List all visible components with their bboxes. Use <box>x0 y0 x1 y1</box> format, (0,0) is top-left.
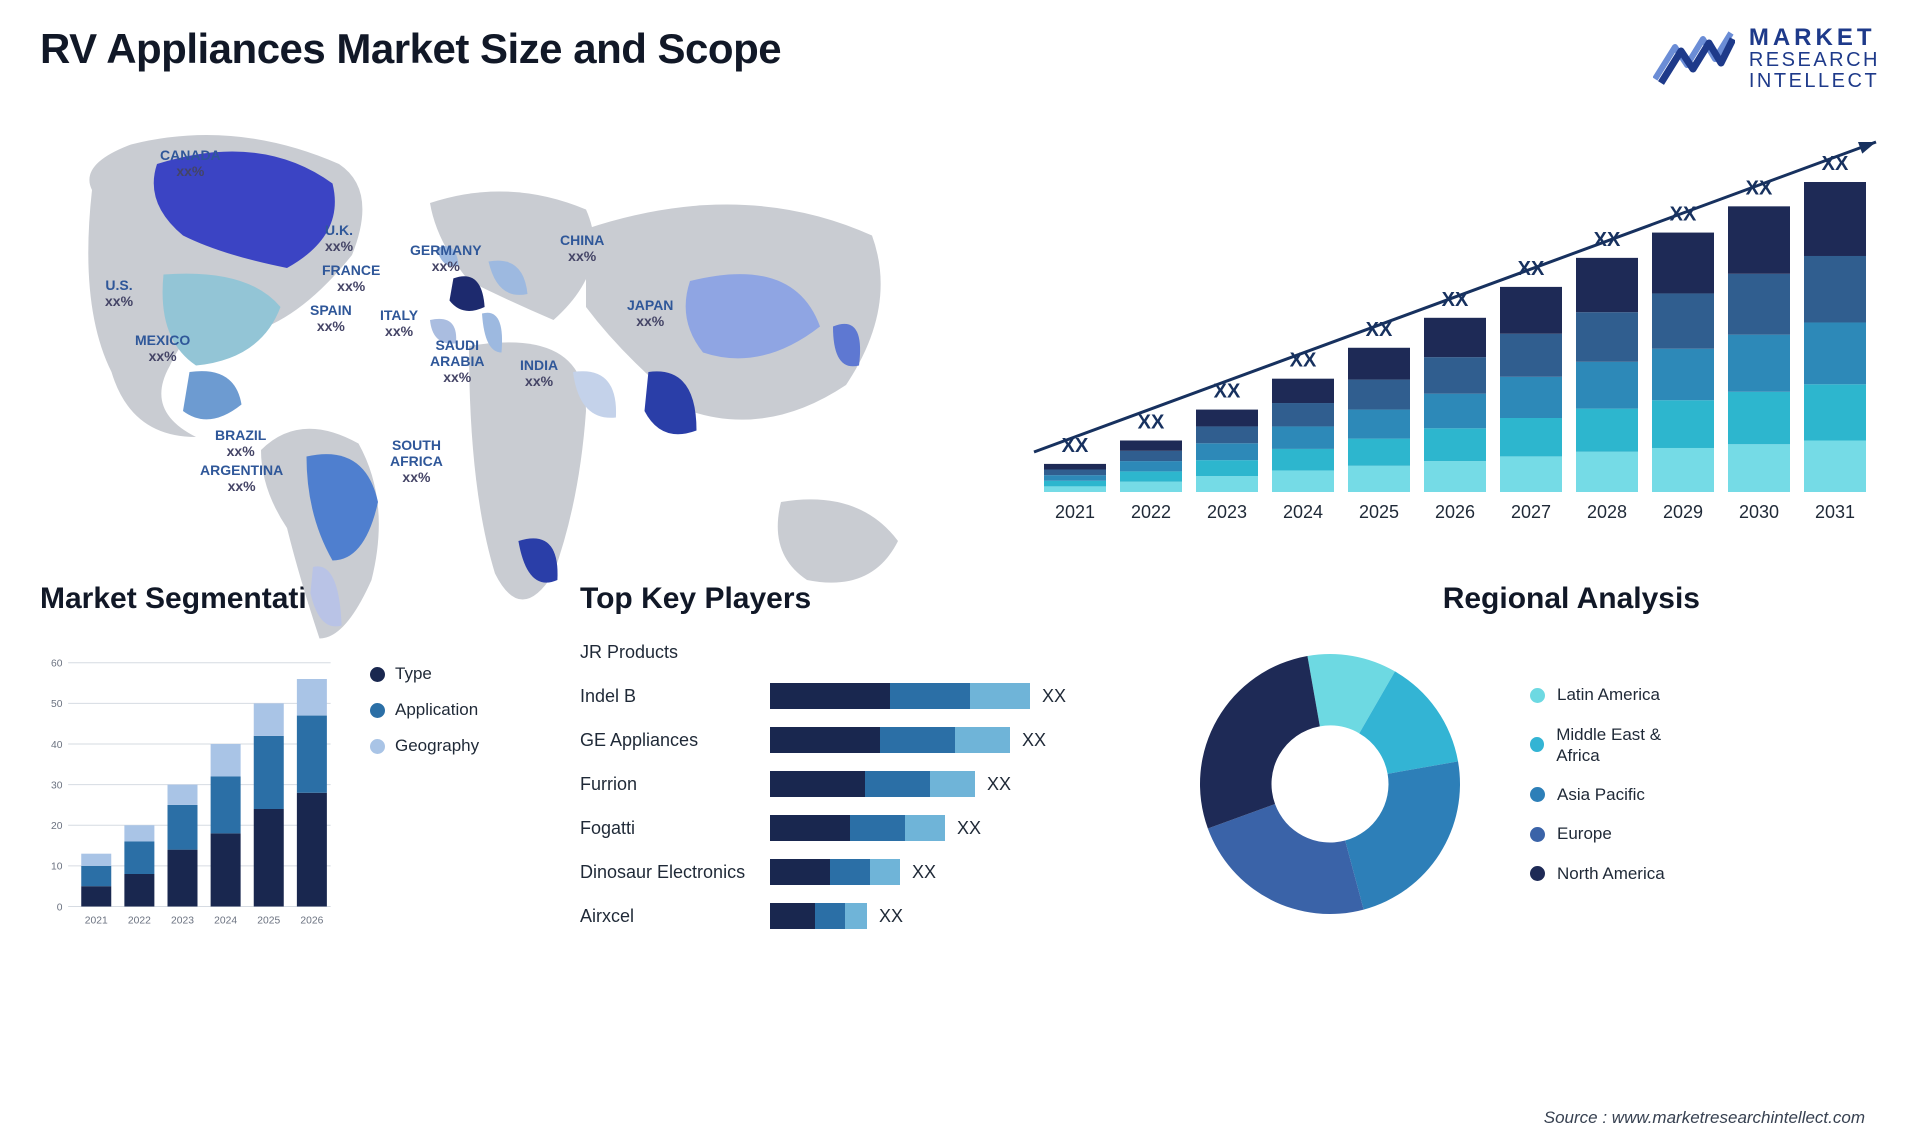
player-bar <box>770 771 975 797</box>
player-name: GE Appliances <box>580 730 770 751</box>
legend-item: Middle East & Africa <box>1530 724 1700 767</box>
svg-text:2030: 2030 <box>1739 502 1779 522</box>
player-row: GE Appliances XX <box>580 722 1140 758</box>
regional-donut <box>1180 634 1480 934</box>
world-map-icon <box>40 112 950 671</box>
svg-text:0: 0 <box>57 902 63 913</box>
source-line: Source : www.marketresearchintellect.com <box>1544 1108 1865 1128</box>
player-bar <box>770 815 945 841</box>
player-bar <box>770 903 867 929</box>
svg-text:10: 10 <box>51 862 63 873</box>
svg-text:2025: 2025 <box>257 916 280 927</box>
map-label: SAUDIARABIAxx% <box>430 337 484 385</box>
map-label: ITALYxx% <box>380 307 418 339</box>
svg-text:2028: 2028 <box>1587 502 1627 522</box>
svg-text:2023: 2023 <box>1207 502 1247 522</box>
player-row: Dinosaur Electronics XX <box>580 854 1140 890</box>
page-title: RV Appliances Market Size and Scope <box>40 25 781 73</box>
svg-text:2029: 2029 <box>1663 502 1703 522</box>
player-name: Fogatti <box>580 818 770 839</box>
growth-bars-icon: XX2021XX2022XX2023XX2024XX2025XX2026XX20… <box>1010 112 1880 542</box>
svg-text:2023: 2023 <box>171 916 194 927</box>
growth-chart: XX2021XX2022XX2023XX2024XX2025XX2026XX20… <box>1010 112 1880 542</box>
map-label: CHINAxx% <box>560 232 604 264</box>
svg-text:XX: XX <box>1670 204 1697 226</box>
player-value: XX <box>879 906 903 927</box>
svg-text:2024: 2024 <box>214 916 237 927</box>
logo-text-2: RESEARCH <box>1749 50 1880 71</box>
svg-text:30: 30 <box>51 781 63 792</box>
player-name: Indel B <box>580 686 770 707</box>
player-value: XX <box>1022 730 1046 751</box>
segmentation-bars-icon: 0 10 20 30 40 50 60 2021 2022 2023 2024 2025 2026 <box>40 634 340 954</box>
svg-text:2022: 2022 <box>1131 502 1171 522</box>
player-row: Indel B XX <box>580 678 1140 714</box>
map-label: SOUTHAFRICAxx% <box>390 437 443 485</box>
map-label: BRAZILxx% <box>215 427 266 459</box>
regional-title: Regional Analysis <box>1180 582 1740 616</box>
svg-text:XX: XX <box>1138 412 1165 434</box>
svg-text:2026: 2026 <box>300 916 323 927</box>
svg-text:60: 60 <box>51 659 63 670</box>
player-name: Dinosaur Electronics <box>580 862 770 883</box>
map-label: U.S.xx% <box>105 277 133 309</box>
legend-item: North America <box>1530 863 1700 884</box>
svg-text:50: 50 <box>51 699 63 710</box>
player-name: Airxcel <box>580 906 770 927</box>
legend-item: Geography <box>370 736 540 756</box>
map-label: JAPANxx% <box>627 297 673 329</box>
player-row: Fogatti XX <box>580 810 1140 846</box>
segmentation-chart: 0 10 20 30 40 50 60 2021 2022 2023 2024 2025 2026 <box>40 634 340 954</box>
player-bar <box>770 859 900 885</box>
world-map-panel: CANADAxx% U.S.xx%MEXICOxx% BRAZILxx%ARGENT… <box>40 112 950 542</box>
svg-text:2025: 2025 <box>1359 502 1399 522</box>
map-label: CANADAxx% <box>160 147 221 179</box>
player-bar <box>770 683 1030 709</box>
player-value: XX <box>957 818 981 839</box>
player-value: XX <box>912 862 936 883</box>
player-name: Furrion <box>580 774 770 795</box>
svg-text:2024: 2024 <box>1283 502 1323 522</box>
player-value: XX <box>987 774 1011 795</box>
svg-text:2022: 2022 <box>128 916 151 927</box>
svg-text:2021: 2021 <box>1055 502 1095 522</box>
player-row: Furrion XX <box>580 766 1140 802</box>
map-label: SPAINxx% <box>310 302 352 334</box>
svg-text:2031: 2031 <box>1815 502 1855 522</box>
donut-chart-icon <box>1180 634 1480 934</box>
players-list: JR ProductsIndel BXXGE AppliancesXXFurri… <box>580 634 1140 934</box>
segmentation-legend: TypeApplicationGeography <box>370 634 540 954</box>
map-label: ARGENTINAxx% <box>200 462 283 494</box>
map-label: GERMANYxx% <box>410 242 482 274</box>
map-label: INDIAxx% <box>520 357 558 389</box>
map-label: U.K.xx% <box>325 222 353 254</box>
player-bar <box>770 727 1010 753</box>
map-label: FRANCExx% <box>322 262 380 294</box>
legend-item: Application <box>370 700 540 720</box>
svg-text:20: 20 <box>51 821 63 832</box>
logo-text-3: INTELLECT <box>1749 71 1880 92</box>
svg-text:2027: 2027 <box>1511 502 1551 522</box>
legend-item: Latin America <box>1530 684 1700 705</box>
map-label: MEXICOxx% <box>135 332 190 364</box>
svg-text:2021: 2021 <box>85 916 108 927</box>
legend-item: Europe <box>1530 823 1700 844</box>
regional-legend: Latin America Middle East & Africa Asia Pa… <box>1530 684 1700 884</box>
player-value: XX <box>1042 686 1066 707</box>
logo-text-1: MARKET <box>1749 25 1880 50</box>
legend-item: Asia Pacific <box>1530 784 1700 805</box>
svg-text:40: 40 <box>51 740 63 751</box>
svg-text:2026: 2026 <box>1435 502 1475 522</box>
logo-swoosh-icon <box>1653 25 1735 89</box>
player-row: Airxcel XX <box>580 898 1140 934</box>
brand-logo: MARKET RESEARCH INTELLECT <box>1653 25 1880 92</box>
